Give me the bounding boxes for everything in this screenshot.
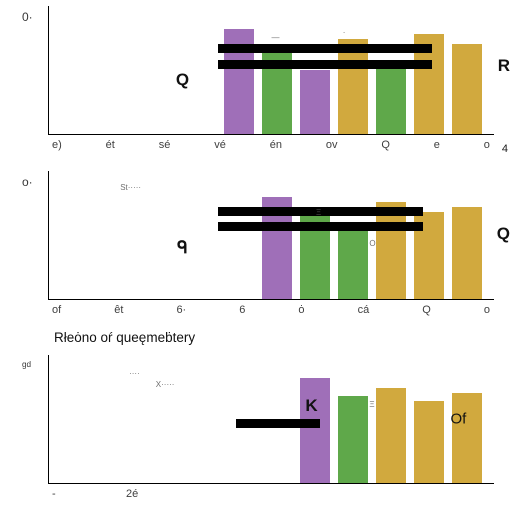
xaxis: of êt 6· 6 ȯ cá Qo — [48, 302, 494, 322]
xtick: of — [52, 304, 61, 316]
yaxis-label: o· — [22, 175, 33, 189]
figure-title: Rłeȯno oŕ queęmeḃtery — [48, 330, 494, 345]
panel-1: 0· Q —· R e)étsévéénovQeo 4 — [48, 6, 494, 157]
xtick-end: 4 — [502, 143, 508, 155]
xtick: 2é — [126, 488, 138, 500]
bar — [452, 393, 482, 483]
xtick: Q — [422, 304, 431, 316]
yaxis-label: 0· — [22, 10, 33, 24]
right-label: Q — [497, 224, 510, 244]
bar — [338, 396, 368, 483]
xtick: ét — [106, 139, 115, 151]
xtick: cá — [358, 304, 370, 316]
xtick: ov — [326, 139, 338, 151]
xtick: 6· — [176, 304, 186, 316]
xtick: ȯ — [298, 304, 304, 316]
bar — [452, 207, 482, 299]
bar — [414, 34, 444, 134]
xtick: vé — [214, 139, 226, 151]
bar — [300, 207, 330, 299]
bar — [338, 39, 368, 134]
bars-group — [49, 355, 494, 483]
bars-group — [49, 171, 494, 299]
bar — [224, 29, 254, 134]
bar — [376, 202, 406, 299]
xtick: Q — [381, 139, 390, 151]
xaxis: e) ét sé vé én ov Qe o — [48, 137, 494, 157]
bar — [338, 227, 368, 299]
bar — [414, 212, 444, 299]
bar — [300, 378, 330, 483]
panel-3: ᵍᵈ K Of ····X·····Ξ -2é — [48, 355, 494, 506]
bar — [376, 60, 406, 134]
xtick: e) — [52, 139, 62, 151]
xtick: sé — [159, 139, 171, 151]
bars-group — [49, 6, 494, 134]
bar — [300, 70, 330, 134]
right-label: R — [498, 56, 510, 76]
panel-2: o· ᑫ St·····ΞȮ Q ofêt6·6ȯcáQo — [48, 171, 494, 322]
xtick: én — [270, 139, 282, 151]
bar — [376, 388, 406, 483]
bar — [452, 44, 482, 134]
plot-area: K Of ····X·····Ξ — [48, 355, 494, 484]
xtick: 6 — [239, 304, 245, 316]
plot-area: Q —· — [48, 6, 494, 135]
plot-area: ᑫ St·····ΞȮ — [48, 171, 494, 300]
xtick: o — [484, 139, 490, 151]
xtick: êt — [114, 304, 123, 316]
bar — [262, 197, 292, 299]
xtick: e — [434, 139, 440, 151]
xtick: o — [484, 304, 490, 316]
bar — [262, 50, 292, 134]
yaxis-label: ᵍᵈ — [22, 359, 31, 373]
xaxis: - 2é — [48, 486, 494, 506]
bar — [414, 401, 444, 483]
xtick: - — [52, 488, 56, 500]
figure: 0· Q —· R e) ét sé vé én ov Qe o 4 o· ᑫ St·····… — [0, 0, 512, 512]
